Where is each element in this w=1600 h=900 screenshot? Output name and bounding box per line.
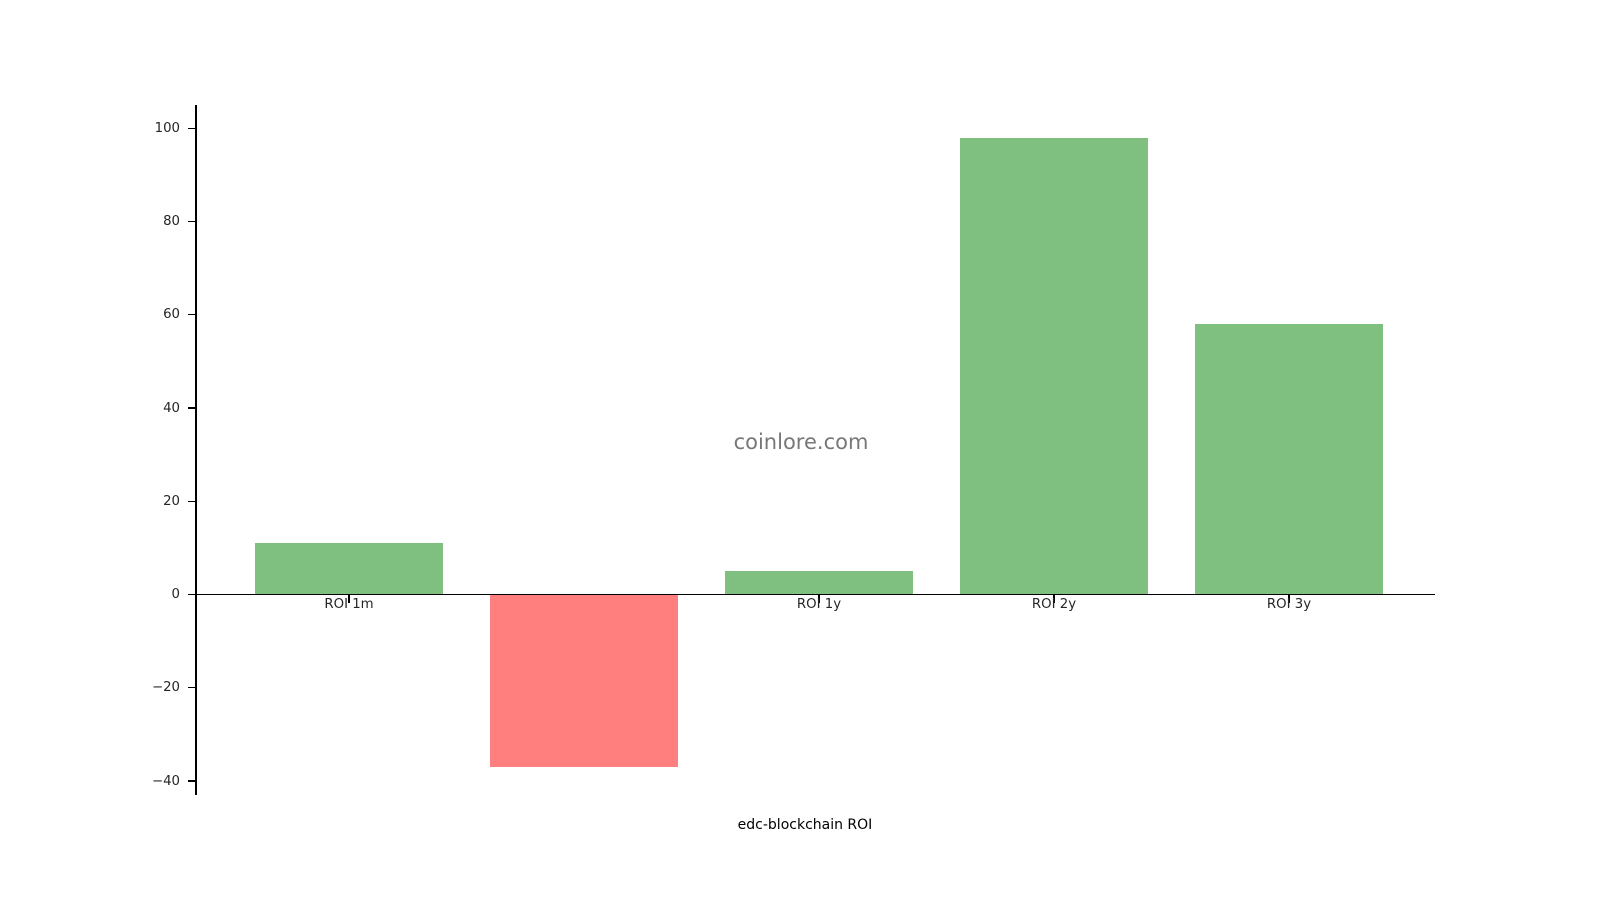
chart-title: edc-blockchain ROI (737, 817, 873, 833)
x-axis-tick (348, 594, 350, 604)
bar-roi-2y (960, 137, 1148, 595)
watermark-text: coinlore.com (733, 430, 869, 454)
x-axis-tick (1288, 594, 1290, 604)
y-axis-tick (188, 314, 196, 316)
x-axis-tick-label: ROI 3y (1266, 596, 1312, 612)
bar-roi-1y (725, 571, 913, 595)
x-axis-tick-label: ROI 1m (324, 596, 374, 612)
y-axis-tick (188, 500, 196, 502)
bar-1 (490, 594, 678, 768)
y-axis-line (195, 105, 197, 795)
y-axis-tick (188, 407, 196, 409)
x-axis-tick-label: ROI 1y (796, 596, 842, 612)
y-axis-tick-label: 40 (163, 400, 180, 416)
y-axis-tick-label: 60 (163, 307, 180, 323)
x-axis-line (196, 593, 1435, 596)
x-axis-tick-label: ROI 2y (1031, 596, 1077, 612)
bar-roi-3y (1195, 324, 1383, 595)
bar-roi-1m (255, 543, 443, 595)
y-axis-tick (188, 593, 196, 596)
y-axis-tick-label: 20 (163, 493, 180, 509)
y-axis-tick-label: −20 (151, 680, 180, 696)
y-axis-tick-label: 80 (163, 214, 180, 230)
y-axis-tick (188, 687, 196, 689)
y-axis-tick-label: −40 (151, 773, 180, 789)
x-axis-tick (1053, 594, 1055, 604)
y-axis-tick-label: 100 (154, 120, 180, 136)
x-axis-tick (818, 594, 820, 604)
y-axis-tick-label: 0 (171, 587, 180, 603)
y-axis-tick (188, 780, 196, 782)
y-axis-tick (188, 220, 196, 223)
y-axis-tick (188, 127, 196, 129)
